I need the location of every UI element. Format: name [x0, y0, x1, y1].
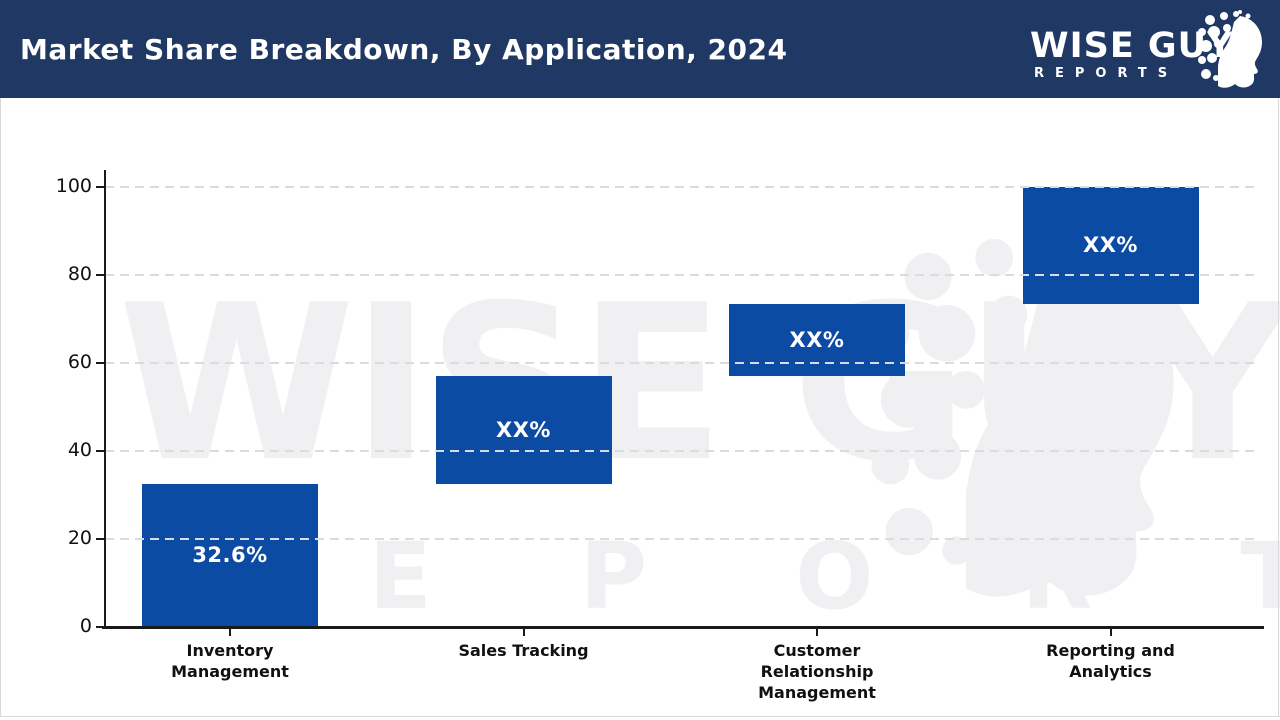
y-tick-mark: [96, 538, 105, 540]
x-tick-mark: [229, 627, 231, 636]
brand-logo: WISE GUY REPORTS: [1012, 8, 1262, 92]
y-gridline: [105, 538, 1258, 540]
y-tick-label: 40: [67, 439, 92, 461]
bar-value-label: XX%: [789, 327, 845, 352]
y-tick-label: 80: [67, 263, 92, 285]
page-border-bottom: [0, 716, 1280, 717]
x-tick-mark: [522, 627, 525, 636]
y-gridline: [105, 186, 1258, 188]
y-axis-line: [104, 170, 106, 629]
bar-value-label: XX%: [1083, 233, 1138, 258]
y-tick-mark: [96, 274, 105, 276]
x-category-label-line: Management: [171, 662, 289, 681]
x-category-label: Reporting and Analytics: [991, 640, 1231, 682]
x-category-label-line: Management: [758, 683, 876, 702]
chart-title: Market Share Breakdown, By Application, …: [20, 33, 788, 66]
x-category-label-line: Customer: [773, 641, 861, 660]
y-tick-mark: [96, 450, 105, 452]
brand-logo-subtitle: REPORTS: [1034, 66, 1179, 81]
x-category-label-line: Relationship: [760, 662, 874, 681]
data-bar: XX%: [729, 303, 905, 377]
y-tick-mark: [96, 186, 105, 188]
y-gridline: [105, 274, 1258, 276]
x-category-label-line: Sales Tracking: [458, 641, 589, 660]
data-bar: 32.6%: [142, 483, 318, 627]
header-bar: Market Share Breakdown, By Application, …: [0, 0, 1280, 98]
y-tick-label: 60: [67, 351, 92, 373]
x-category-label: Inventory Management: [110, 640, 350, 682]
bar-value-label: 32.6%: [192, 543, 268, 568]
plot-area: WISE GUY R E P O R T S 02040608010032.6%…: [0, 98, 1280, 720]
x-category-label: Sales Tracking: [404, 640, 644, 661]
y-tick-mark: [96, 362, 105, 364]
x-category-label-line: Inventory: [186, 641, 274, 660]
data-bar: XX%: [1022, 187, 1199, 304]
y-tick-label: 0: [79, 615, 92, 637]
dotted-head-icon: [1198, 10, 1262, 88]
x-category-label: Customer Relationship Management: [697, 640, 937, 703]
y-tick-label: 20: [67, 527, 92, 549]
bar-value-label: XX%: [496, 417, 551, 442]
x-category-label-line: Reporting and: [1046, 641, 1175, 660]
y-tick-label: 100: [55, 175, 92, 197]
x-axis-line: [102, 626, 1264, 629]
x-category-label-line: Analytics: [1069, 662, 1152, 681]
page-border-left: [0, 98, 1, 717]
page-border-right: [1278, 98, 1279, 717]
y-gridline: [105, 362, 1258, 364]
y-gridline: [105, 450, 1258, 452]
data-bar: XX%: [435, 376, 612, 484]
x-tick-mark: [816, 627, 818, 636]
x-tick-mark: [1109, 627, 1112, 636]
y-tick-mark: [96, 626, 105, 628]
